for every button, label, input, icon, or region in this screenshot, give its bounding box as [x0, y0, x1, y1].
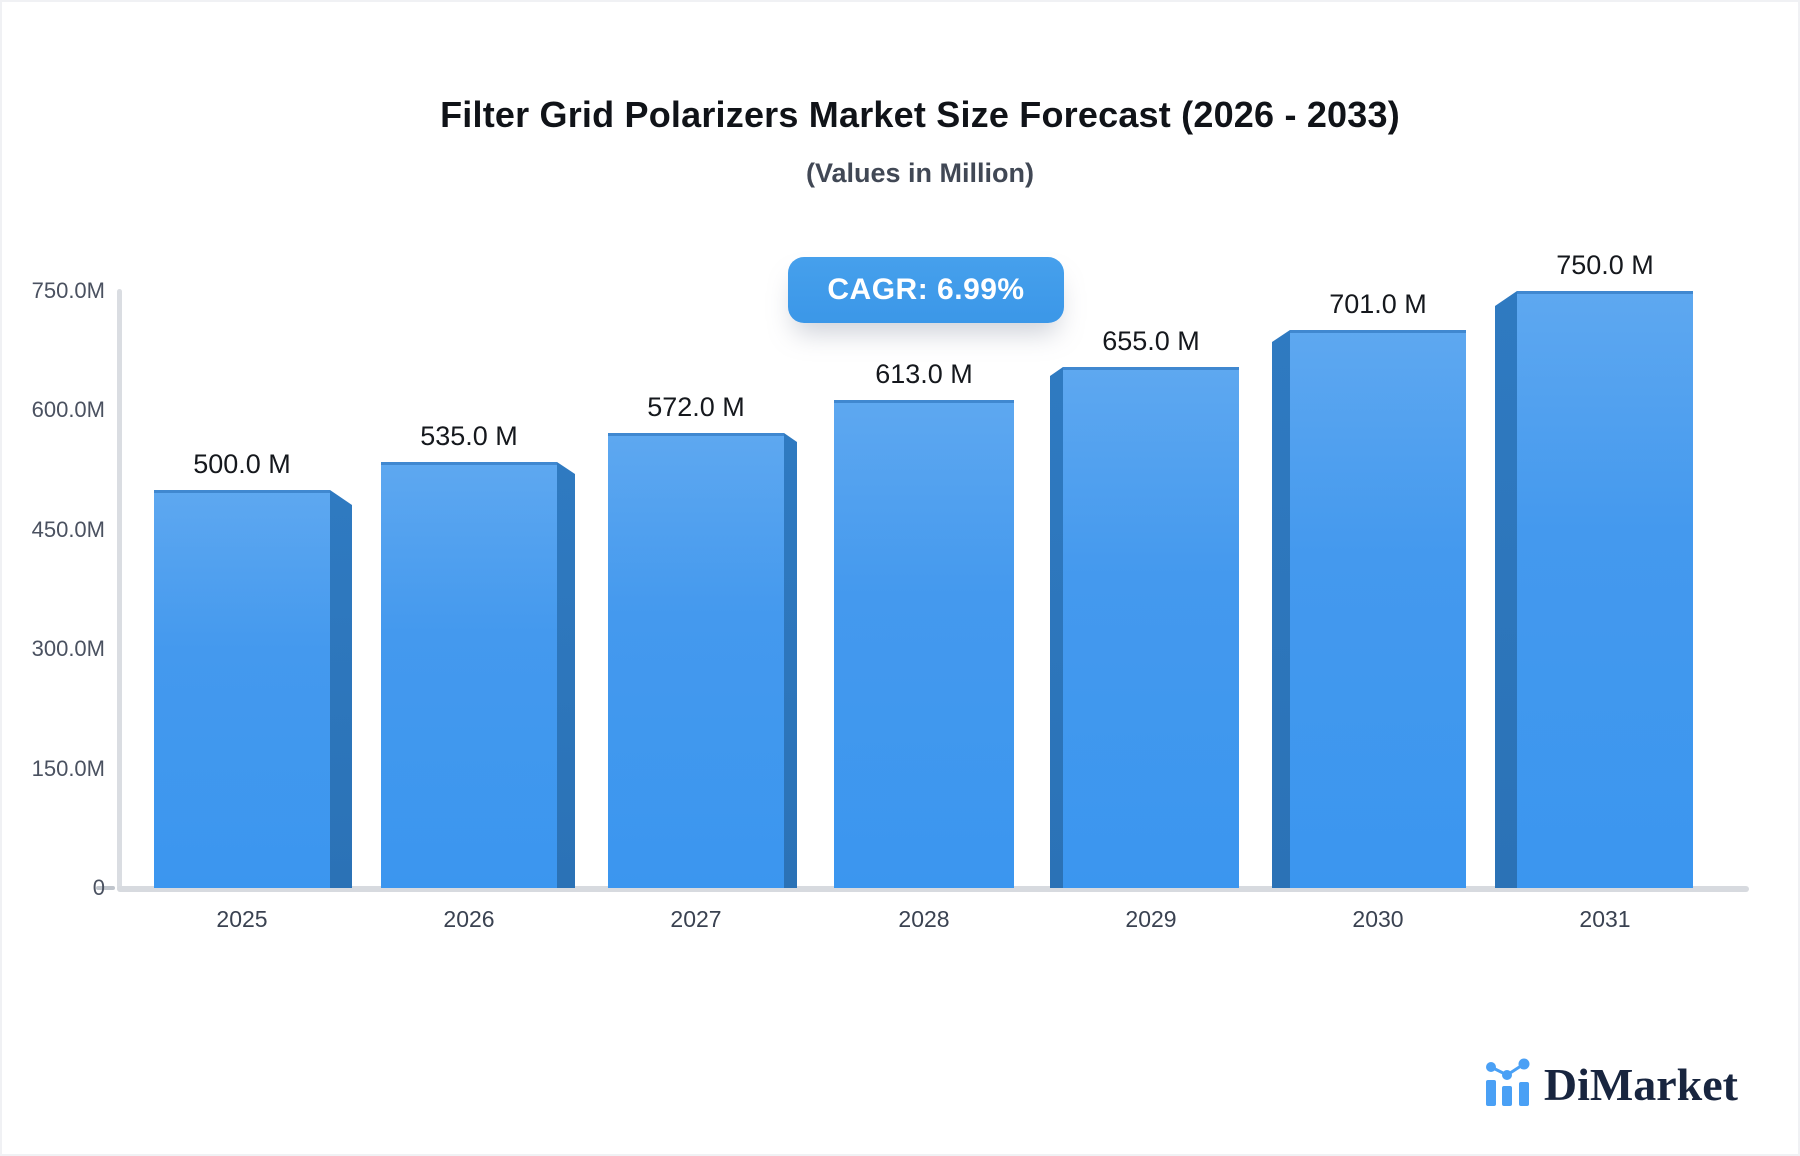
bar — [1063, 367, 1239, 888]
bar-value-label: 613.0 M — [875, 359, 973, 389]
x-axis-label: 2028 — [898, 906, 950, 932]
x-axis-label: 2029 — [1125, 906, 1177, 932]
x-axis-label: 2030 — [1352, 906, 1404, 932]
bar — [608, 433, 784, 888]
bar-side-3d — [784, 433, 797, 888]
bar-value-label: 572.0 M — [647, 392, 745, 422]
brand-logo: DiMarket — [1484, 1058, 1738, 1108]
y-axis-label: 0 — [92, 875, 105, 900]
bar-side-3d — [1272, 330, 1290, 888]
x-axis-label: 2031 — [1579, 906, 1631, 932]
x-axis-label: 2026 — [443, 906, 495, 932]
y-axis-label: 300.0M — [31, 636, 105, 661]
bar-side-3d — [1495, 291, 1517, 888]
x-axis-label: 2025 — [216, 906, 268, 932]
bar-value-label: 500.0 M — [193, 449, 291, 479]
bar — [1517, 291, 1693, 888]
bar — [154, 490, 330, 888]
cagr-badge: CAGR: 6.99% — [788, 257, 1064, 323]
bar-value-label: 701.0 M — [1329, 289, 1427, 319]
bar-side-3d — [557, 462, 575, 888]
bar-value-label: 655.0 M — [1102, 326, 1200, 356]
bar-side-3d — [1050, 367, 1063, 888]
y-axis-label: 600.0M — [31, 397, 105, 422]
bar-side-3d — [330, 490, 352, 888]
y-axis-label: 750.0M — [31, 278, 105, 303]
bar — [381, 462, 557, 888]
chart-title: Filter Grid Polarizers Market Size Forec… — [440, 94, 1400, 135]
y-axis-label: 150.0M — [31, 756, 105, 781]
x-axis-label: 2027 — [670, 906, 722, 932]
bar — [1290, 330, 1466, 888]
chart-subtitle: (Values in Million) — [805, 158, 1035, 188]
bar-value-label: 750.0 M — [1556, 250, 1654, 280]
bar — [834, 400, 1014, 888]
y-axis-label: 450.0M — [31, 517, 105, 542]
bar-value-label: 535.0 M — [420, 421, 518, 451]
y-axis-line — [117, 289, 122, 890]
bar-chart-icon — [1485, 1058, 1530, 1106]
brand-name: DiMarket — [1543, 1059, 1738, 1110]
zero-tick-mark — [96, 886, 115, 890]
chart-header: Filter Grid Polarizers Market Size Forec… — [42, 94, 1798, 189]
x-axis-line — [117, 886, 1749, 892]
